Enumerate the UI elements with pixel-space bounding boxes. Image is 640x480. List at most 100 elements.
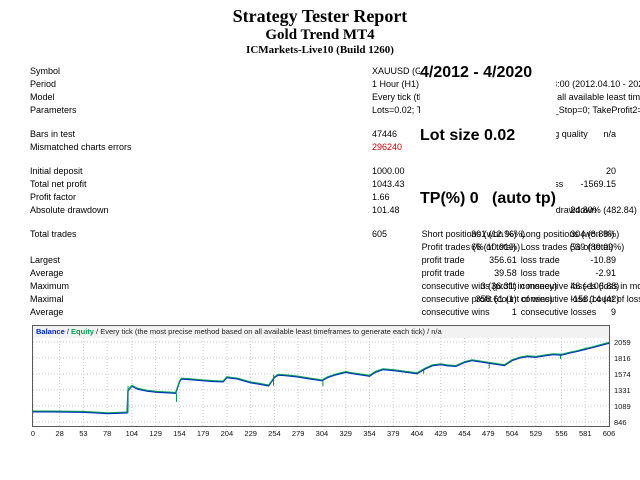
report-cell: 20 bbox=[605, 166, 616, 176]
report-cell: Profit factor bbox=[30, 192, 77, 202]
report-cell: 356.61 (1) bbox=[475, 294, 517, 304]
x-axis-label: 581 bbox=[578, 429, 592, 438]
x-axis-label: 556 bbox=[555, 429, 568, 438]
y-axis-label: 2059 bbox=[614, 338, 631, 347]
report-cell: 605 bbox=[372, 229, 388, 239]
report-cell: Absolute drawdown bbox=[30, 205, 109, 215]
x-axis-label: 28 bbox=[55, 429, 64, 438]
y-axis-label: 1089 bbox=[614, 401, 631, 411]
annotation-lot-size: Lot size 0.02 bbox=[420, 127, 516, 144]
x-axis-label: 479 bbox=[482, 429, 495, 438]
report-cell: consecutive profit (count of wins) bbox=[421, 294, 553, 304]
report-cell: 356.61 bbox=[489, 255, 517, 265]
chart-plot-area: Balance / Equity / Every tick (the most … bbox=[32, 325, 610, 427]
y-axis-label: 1331 bbox=[614, 386, 631, 395]
annotation-overlay: 4/2012 - 4/2020 Lot size 0.02 TP(%) 0 (a… bbox=[420, 20, 556, 230]
report-cell: 39.58 bbox=[494, 268, 517, 278]
table-row: Total trades 605 Short positions (won %) 30… bbox=[28, 228, 619, 241]
report-cell: 3 (36.31) bbox=[480, 281, 517, 291]
x-axis-label: 53 bbox=[79, 429, 88, 438]
legend-model-description: Every tick (the most precise method base… bbox=[100, 327, 425, 336]
x-axis-label: 329 bbox=[339, 429, 352, 438]
report-cell: 1043.43 bbox=[372, 179, 405, 189]
x-axis-label: 129 bbox=[149, 429, 162, 438]
report-cell: Period bbox=[30, 79, 57, 89]
report-cell: Short positions (won %) bbox=[421, 229, 517, 239]
x-axis-label: 379 bbox=[386, 429, 400, 438]
report-cell: Average bbox=[30, 307, 64, 317]
y-axis-label: 846 bbox=[614, 418, 627, 427]
x-axis-label: 429 bbox=[434, 429, 448, 438]
x-axis-label: 304 bbox=[315, 429, 329, 438]
balance-chart: Balance / Equity / Every tick (the most … bbox=[30, 325, 640, 439]
report-cell: consecutive wins bbox=[421, 307, 490, 317]
x-axis-label: 179 bbox=[196, 429, 210, 438]
report-cell: loss trade bbox=[520, 268, 560, 278]
x-axis-label: 78 bbox=[102, 429, 112, 438]
legend-separator: / bbox=[64, 327, 72, 336]
table-row: Maximal consecutive profit (count of wins… bbox=[28, 293, 640, 306]
report-cell: 301 (12.96%) bbox=[471, 229, 526, 239]
y-axis-label: 1574 bbox=[614, 369, 631, 379]
report-cell: Initial deposit bbox=[30, 166, 83, 176]
legend-quality: n/a bbox=[431, 327, 442, 336]
chart-legend: Balance / Equity / Every tick (the most … bbox=[33, 326, 609, 338]
report-cell: consecutive losses bbox=[520, 307, 597, 317]
report-cell bbox=[28, 241, 370, 254]
report-cell: Loss trades (% of total) bbox=[520, 242, 614, 252]
x-axis-label: 504 bbox=[505, 429, 519, 438]
report-cell: Bars in test bbox=[30, 129, 76, 139]
report-cell: Profit trades (% of total) bbox=[421, 242, 517, 252]
report-cell bbox=[370, 306, 420, 319]
report-cell: Parameters bbox=[30, 105, 77, 115]
report-cell: Maximal bbox=[30, 294, 64, 304]
table-row: Average profit trade 39.58 loss trade -2.91 bbox=[28, 267, 618, 280]
table-row: Largest profit trade 356.61 loss trade -10.8… bbox=[28, 254, 618, 267]
server-build: ICMarkets-Live10 (Build 1260) bbox=[246, 44, 394, 56]
report-cell: n/a bbox=[603, 129, 616, 139]
x-axis-label: 204 bbox=[220, 429, 234, 438]
report-cell bbox=[568, 191, 618, 204]
report-cell bbox=[568, 141, 618, 154]
table-row: Profit trades (% of total) 66 (10.91%) Los… bbox=[28, 241, 625, 254]
report-cell: Total net profit bbox=[30, 179, 87, 189]
report-cell bbox=[370, 267, 420, 280]
report-cell: 46 (-106.88) bbox=[570, 281, 620, 291]
x-axis-label: 229 bbox=[244, 429, 257, 438]
report-cell: Total trades bbox=[30, 229, 77, 239]
report-cell: 101.48 bbox=[372, 205, 400, 215]
report-cell: Model bbox=[30, 92, 55, 102]
report-cell: 47446 bbox=[372, 129, 398, 139]
table-row: Mismatched charts errors 296240 bbox=[28, 141, 618, 154]
legend-separator: / bbox=[93, 327, 101, 336]
report-cell: 539 (89.09%) bbox=[570, 242, 625, 252]
report-cell bbox=[370, 293, 420, 306]
table-row: Average consecutive wins 1 consecutive loss… bbox=[28, 306, 618, 319]
report-cell: 296240 bbox=[372, 142, 403, 152]
report-cell: Symbol bbox=[30, 66, 61, 76]
page-title: Strategy Tester Report bbox=[232, 6, 408, 26]
report-cell bbox=[370, 280, 420, 293]
report-cell: Long positions (won %) bbox=[520, 229, 615, 239]
x-axis-label: 606 bbox=[602, 429, 616, 438]
report-cell: consecutive losses (loss in money) bbox=[520, 281, 640, 291]
report-cell: profit trade bbox=[421, 255, 465, 265]
x-axis-label: 154 bbox=[173, 429, 186, 438]
report-cell: Relative drawdown bbox=[520, 205, 597, 215]
x-axis-label: 0 bbox=[30, 429, 36, 438]
x-axis-label: 254 bbox=[268, 429, 281, 438]
chart-svg bbox=[32, 338, 610, 426]
y-axis-label: 1816 bbox=[614, 354, 631, 364]
report-cell: -1569.15 bbox=[580, 179, 616, 189]
report-cell: consecutive loss (count of losses) bbox=[520, 294, 640, 304]
report-cell bbox=[370, 241, 420, 254]
report-cell: 1.66 bbox=[372, 192, 390, 202]
report-cell: loss trade bbox=[520, 255, 560, 265]
table-row: Maximum consecutive wins (profit in money… bbox=[28, 280, 640, 293]
report-cell: 66 (10.91%) bbox=[471, 242, 521, 252]
report-cell: profit trade bbox=[421, 268, 465, 278]
report-cell: 1000.00 bbox=[372, 166, 405, 176]
report-cell bbox=[370, 254, 420, 267]
report-cell: consecutive wins (profit in money) bbox=[421, 281, 558, 291]
x-axis-label: 104 bbox=[125, 429, 139, 438]
